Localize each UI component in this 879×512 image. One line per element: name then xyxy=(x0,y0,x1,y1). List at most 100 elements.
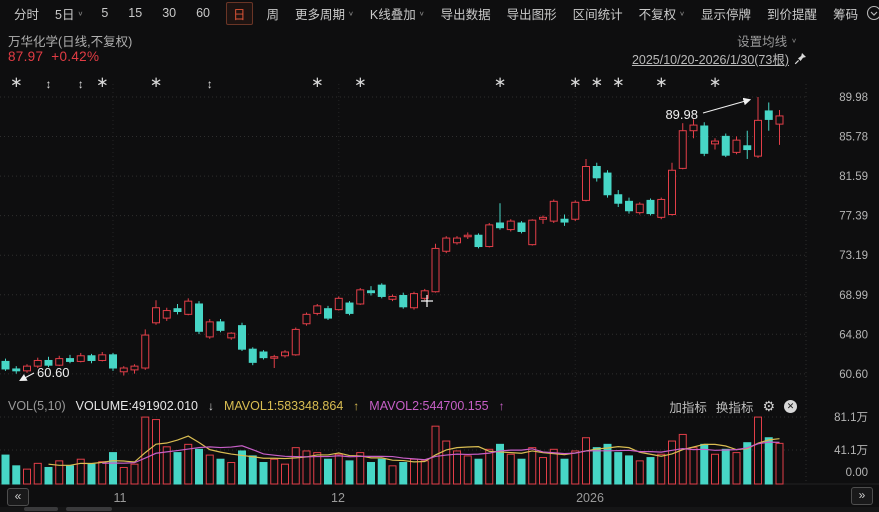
candle-body xyxy=(345,302,354,314)
volume-bar xyxy=(625,455,633,485)
event-marker-star-icon: ∗ xyxy=(150,74,163,91)
volume-bar xyxy=(23,468,31,485)
candle-body xyxy=(23,365,31,372)
event-markers[interactable]: ∗ ↕ ↕ ∗ ∗ ↕ ∗ ∗ ∗ ∗ ∗ ∗ ∗ ∗ xyxy=(10,74,721,91)
volume-bar xyxy=(549,448,558,485)
volume-bar xyxy=(345,460,354,485)
event-marker-star-icon: ∗ xyxy=(655,74,668,91)
candle-body xyxy=(356,289,365,305)
event-marker-star-icon: ∗ xyxy=(590,74,603,91)
candle-body xyxy=(517,222,526,232)
close-indicator-icon[interactable]: ✕ xyxy=(784,399,797,413)
toolbar-item-15min[interactable]: 15 xyxy=(128,6,143,20)
event-marker-arrows-icon: ↕ xyxy=(78,77,84,91)
toolbar-item-60min[interactable]: 60 xyxy=(196,6,210,20)
toolbar-item-kline-overlay[interactable]: K线叠加 ∨ xyxy=(369,7,425,22)
switch-indicator-button[interactable]: 换指标 xyxy=(715,400,754,415)
volume-bar xyxy=(12,465,21,485)
volume-bar xyxy=(55,460,64,485)
pan-right-button[interactable]: » xyxy=(851,487,873,505)
toolbar-item-export-image[interactable]: 导出图形 xyxy=(506,7,557,22)
candle-body xyxy=(173,308,182,313)
candle-body xyxy=(528,219,537,246)
gear-icon[interactable]: ⚙ xyxy=(762,398,775,414)
date-range-text: 2025/10/20-2026/1/30(73根) xyxy=(631,53,789,67)
candle-body xyxy=(130,365,139,371)
candle-body xyxy=(55,358,64,366)
volume-bar xyxy=(603,443,612,485)
volume-bar xyxy=(377,458,386,485)
collapse-toolbar-icon[interactable] xyxy=(866,5,879,21)
volume-bar xyxy=(496,443,504,485)
candle-body xyxy=(764,110,773,120)
price-tick-label: 68.99 xyxy=(839,290,868,302)
volume-bar xyxy=(420,460,429,485)
toolbar-item-weekly[interactable]: 周 xyxy=(266,7,280,22)
scrollbar-thumb[interactable] xyxy=(24,507,58,511)
pan-left-button[interactable]: « xyxy=(7,488,29,506)
toolbar-item-more-periods[interactable]: 更多周期 ∨ xyxy=(295,7,354,22)
toolbar-item-timeshare[interactable]: 分时 xyxy=(14,7,40,22)
toolbar-item-chips[interactable]: 筹码 xyxy=(833,7,859,22)
pin-icon[interactable] xyxy=(794,52,807,65)
toolbar-item-5day[interactable]: 5日 ∨ xyxy=(55,7,84,22)
mavol1-value: MAVOL1:583348.864 xyxy=(223,399,344,413)
scrollbar-thumb[interactable] xyxy=(66,507,112,511)
toolbar-item-range-statistics[interactable]: 区间统计 xyxy=(572,7,623,22)
toolbar-item-price-alert[interactable]: 到价提醒 xyxy=(767,7,818,22)
ma-settings-button[interactable]: 设置均线 ∨ xyxy=(737,31,797,50)
volume-bar xyxy=(388,465,397,485)
candle-body xyxy=(582,165,590,201)
volume-bar xyxy=(313,452,322,485)
toolbar-item-show-suspended[interactable]: 显示停牌 xyxy=(701,7,752,22)
chevron-down-icon: ∨ xyxy=(679,9,686,17)
volume-bar xyxy=(33,462,42,485)
toolbar-item-export-data[interactable]: 导出数据 xyxy=(440,7,491,22)
candle-body xyxy=(775,115,784,125)
candle-body xyxy=(689,124,698,132)
last-price: 87.97 xyxy=(8,49,44,64)
candle-body xyxy=(560,218,569,223)
volume-bar xyxy=(109,452,117,485)
volume-bars[interactable] xyxy=(1,416,784,485)
candle-body xyxy=(270,356,279,359)
toolbar-item-daily[interactable]: 日 xyxy=(226,1,253,25)
volume-bar xyxy=(635,460,644,485)
candle-body xyxy=(571,201,580,220)
volume-bar xyxy=(485,448,494,485)
event-marker-star-icon: ∗ xyxy=(569,74,582,91)
candles[interactable] xyxy=(1,97,784,376)
candlestick-chart[interactable]: ∗ ↕ ↕ ∗ ∗ ↕ ∗ ∗ ∗ ∗ ∗ ∗ ∗ ∗ 89.98 85.78 81.59 77.39 73.19 6… xyxy=(0,70,879,512)
date-range-link[interactable]: 2025/10/20-2026/1/30(73根) xyxy=(632,49,807,68)
horizontal-scrollbar[interactable] xyxy=(0,507,879,512)
volume-bar xyxy=(442,440,451,485)
volume-bar xyxy=(195,448,203,485)
volume-bar xyxy=(571,450,580,485)
add-indicator-button[interactable]: 加指标 xyxy=(669,400,707,415)
chevron-down-icon: ∨ xyxy=(418,9,425,17)
volume-tick-label: 41.1万 xyxy=(834,445,868,457)
candle-body xyxy=(442,237,451,252)
quote: 87.97 +0.42% xyxy=(8,49,107,64)
volume-bar xyxy=(216,458,225,485)
low-annotation-label: 60.60 xyxy=(37,365,70,380)
candle-body xyxy=(184,300,193,315)
toolbar: 分时 5日 ∨ 5 15 30 60 日周更多周期 ∨ K线叠加 ∨ 导出数据 导出图形 区间统计 不复权 ∨… xyxy=(0,0,879,26)
toolbar-item-no-adjust[interactable]: 不复权 ∨ xyxy=(638,7,686,22)
volume-bar xyxy=(66,465,74,485)
candle-body xyxy=(98,354,107,361)
volume-indicator-name[interactable]: VOL(5,10) xyxy=(8,399,66,413)
candle-body xyxy=(592,165,601,179)
toolbar-item-30min[interactable]: 30 xyxy=(162,6,177,20)
event-marker-star-icon: ∗ xyxy=(612,74,625,91)
candle-body xyxy=(281,351,289,357)
price-tick-label: 85.78 xyxy=(839,132,868,144)
toolbar-item-5min[interactable]: 5 xyxy=(101,6,109,20)
volume-bar xyxy=(334,453,343,485)
price-tick-label: 81.59 xyxy=(839,171,868,183)
volume-bar xyxy=(474,458,483,485)
candle-body xyxy=(463,234,472,238)
candle-body xyxy=(377,284,386,297)
candle-body xyxy=(474,234,483,248)
volume-bar xyxy=(700,443,709,485)
